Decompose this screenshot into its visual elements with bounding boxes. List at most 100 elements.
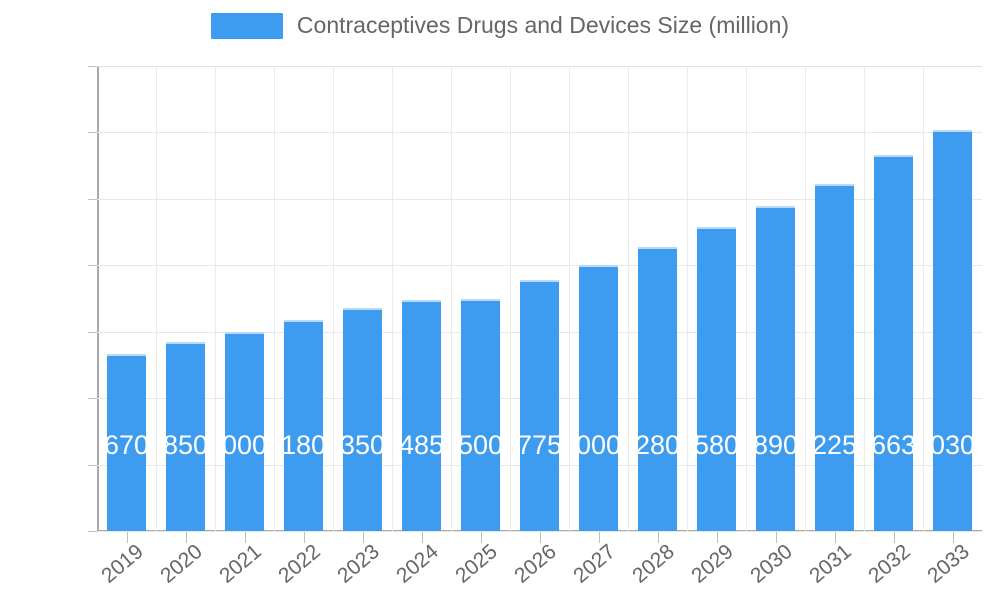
y-gridline — [97, 265, 982, 267]
x-gridline — [805, 66, 806, 531]
x-axis-tick-mark — [893, 532, 895, 543]
x-axis-tick-mark — [657, 532, 659, 543]
y-axis-tick-mark — [88, 331, 97, 333]
y-gridline — [97, 531, 982, 532]
x-gridline — [687, 66, 688, 531]
y-gridline — [97, 66, 982, 67]
bar-value-label: 33500 — [343, 430, 382, 460]
bar[interactable]: 37750 — [520, 280, 559, 531]
bar-value-label: 56630 — [874, 430, 913, 460]
x-gridline — [215, 66, 216, 531]
x-gridline — [392, 66, 393, 531]
bar-group: 31800 — [284, 66, 323, 531]
x-gridline — [569, 66, 570, 531]
bar[interactable]: 52250 — [815, 183, 854, 531]
x-gridline — [923, 66, 924, 531]
y-axis-tick-mark — [88, 464, 97, 466]
bar-value-label: 52250 — [815, 430, 854, 460]
bar[interactable]: 28500 — [166, 341, 205, 531]
bar-group: 42800 — [638, 66, 677, 531]
x-axis-tick-mark — [716, 532, 718, 543]
y-axis-tick-mark — [88, 531, 97, 532]
x-gridline — [156, 66, 157, 531]
bar-group: 40000 — [579, 66, 618, 531]
bar[interactable]: 45800 — [697, 226, 736, 531]
x-axis-tick-label: 2032 — [863, 540, 915, 588]
legend-label-series-0[interactable]: Contraceptives Drugs and Devices Size (m… — [296, 12, 790, 38]
x-axis-tick-mark — [362, 532, 364, 543]
y-axis-tick-mark — [88, 66, 97, 67]
x-gridline — [628, 66, 629, 531]
bar-value-label: 60300 — [933, 430, 972, 460]
bar-group: 60300 — [933, 66, 972, 531]
bar[interactable]: 48900 — [756, 206, 795, 531]
x-axis-tick-mark — [539, 532, 541, 543]
bar-group: 45800 — [697, 66, 736, 531]
x-axis-tick-mark — [775, 532, 777, 543]
bar-group: 34850 — [402, 66, 441, 531]
y-gridline — [97, 132, 982, 134]
bar[interactable]: 26700 — [107, 353, 146, 531]
bar-group: 26700 — [107, 66, 146, 531]
y-axis-tick-mark — [88, 398, 97, 400]
x-gridline — [510, 66, 511, 531]
x-axis-tick-label: 2026 — [509, 540, 561, 588]
x-axis-tick-label: 2019 — [96, 540, 148, 588]
x-axis-tick-mark — [598, 532, 600, 543]
bar[interactable]: 40000 — [579, 265, 618, 531]
bar-group: 33500 — [343, 66, 382, 531]
bar-value-label: 28500 — [166, 430, 205, 460]
x-gridline — [333, 66, 334, 531]
bar-value-label: 31800 — [284, 430, 323, 460]
bar-value-label: 26700 — [107, 430, 146, 460]
bar-group: 37750 — [520, 66, 559, 531]
bar[interactable]: 31800 — [284, 319, 323, 531]
bar-value-label: 37750 — [520, 430, 559, 460]
x-gridline — [451, 66, 452, 531]
x-axis-tick-label: 2031 — [804, 540, 856, 588]
x-axis-tick-mark — [126, 532, 128, 543]
bar[interactable]: 30000 — [225, 331, 264, 531]
legend-swatch-series-0[interactable] — [210, 12, 283, 39]
bar[interactable]: 33500 — [343, 308, 382, 531]
bar-group: 28500 — [166, 66, 205, 531]
bar[interactable]: 35000 — [461, 298, 500, 531]
bar-group: 35000 — [461, 66, 500, 531]
x-axis-tick-label: 2027 — [568, 540, 620, 588]
x-axis-tick-mark — [185, 532, 187, 543]
bar-value-label: 48900 — [756, 430, 795, 460]
x-axis-tick-mark — [952, 532, 954, 543]
x-axis-tick-label: 2030 — [745, 540, 797, 588]
x-axis-tick-label: 2021 — [214, 540, 266, 588]
x-axis-tick-mark — [303, 532, 305, 543]
bar[interactable]: 56630 — [874, 154, 913, 531]
bar-value-label: 34850 — [402, 430, 441, 460]
x-axis-tick-label: 2020 — [155, 540, 207, 588]
x-gridline — [746, 66, 747, 531]
plot-area: 26700 28500 30000 31800 33500 34850 35000 37750… — [88, 66, 982, 532]
bar[interactable]: 34850 — [402, 299, 441, 531]
x-gridline — [864, 66, 865, 531]
x-axis-tick-label: 2025 — [450, 540, 502, 588]
x-axis-tick-mark — [834, 532, 836, 543]
bar-value-label: 40000 — [579, 430, 618, 460]
bar-value-label: 35000 — [461, 430, 500, 460]
x-axis-tick-label: 2024 — [391, 540, 443, 588]
x-axis-tick-label: 2033 — [922, 540, 974, 588]
x-axis-tick-mark — [244, 532, 246, 543]
bar-value-label: 42800 — [638, 430, 677, 460]
y-axis-tick-mark — [88, 265, 97, 267]
bar-group: 52250 — [815, 66, 854, 531]
y-axis-line — [97, 66, 99, 532]
bar-group: 56630 — [874, 66, 913, 531]
x-gridline — [274, 66, 275, 531]
bar-group: 30000 — [225, 66, 264, 531]
x-axis-tick-label: 2029 — [686, 540, 738, 588]
x-axis-tick-mark — [480, 532, 482, 543]
bar[interactable]: 42800 — [638, 246, 677, 531]
x-axis-tick-label: 2022 — [273, 540, 325, 588]
bar-value-label: 30000 — [225, 430, 264, 460]
bar[interactable]: 60300 — [933, 130, 972, 531]
x-axis-tick-mark — [421, 532, 423, 543]
